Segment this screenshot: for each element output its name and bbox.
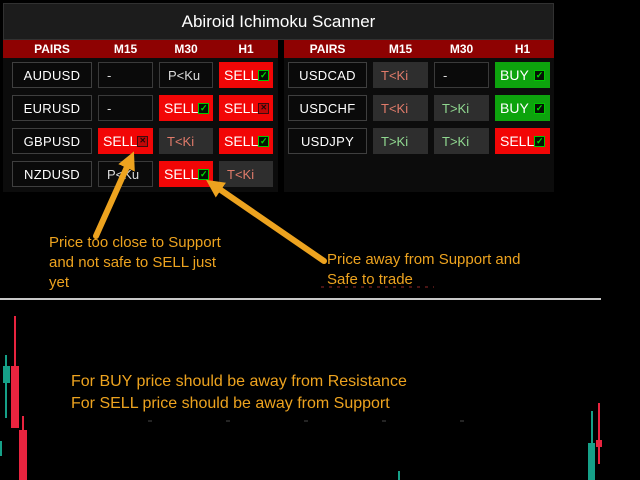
pair-cell-usdchf[interactable]: USDCHF [288, 95, 367, 121]
scanner-title: Abiroid Ichimoku Scanner [181, 11, 376, 31]
checked-icon: ✓ [534, 135, 546, 147]
scanner-title-bar: Abiroid Ichimoku Scanner [3, 3, 554, 40]
dotted-grid-line [321, 286, 434, 288]
candle-wick [598, 403, 600, 464]
pair-cell-nzdusd[interactable]: NZDUSD [12, 161, 92, 187]
annotation-line: For SELL price should be away from Suppo… [71, 395, 390, 412]
right-table-body: USDCAD T<Ki - BUY ✓ USDCHF T<Ki T>Ki BUY… [288, 62, 550, 154]
scanner-table-right: PAIRS M15 M30 H1 USDCAD T<Ki - BUY ✓ USD… [284, 40, 554, 192]
candle-wick [398, 471, 400, 480]
signal-cell-gbpusd-h1[interactable]: SELL ✓ [219, 128, 273, 154]
signal-label: SELL [224, 67, 259, 83]
crossed-icon: ✕ [258, 102, 270, 114]
signal-cell-nzdusd-m30[interactable]: SELL ✓ [159, 161, 213, 187]
signal-cell-eurusd-m15[interactable]: - [98, 95, 153, 121]
annotation-bottom-note: For BUY price should be away from Resist… [71, 371, 407, 415]
pair-cell-usdjpy[interactable]: USDJPY [288, 128, 367, 154]
signal-label: SELL [224, 133, 259, 149]
column-header-m15: M15 [388, 42, 413, 56]
candlestick-bullish [3, 366, 10, 383]
annotation-line: Safe to trade [327, 271, 413, 288]
checked-icon: ✓ [534, 69, 545, 81]
signal-label: BUY [500, 100, 529, 116]
signal-cell-usdchf-h1[interactable]: BUY ✓ [495, 95, 550, 121]
left-table-body: AUDUSD - P<Ku SELL ✓ EURUSD - SELL ✓ SEL… [12, 62, 273, 187]
right-table-header: PAIRS M15 M30 H1 [284, 40, 554, 58]
column-header-pairs: PAIRS [34, 42, 70, 56]
annotation-too-close: Price too close to Support and not safe … [49, 233, 221, 293]
chart-separator-line [0, 298, 601, 300]
signal-cell-usdchf-m15[interactable]: T<Ki [373, 95, 428, 121]
annotation-line: Price too close to Support [49, 234, 221, 251]
checked-icon: ✓ [258, 69, 270, 81]
signal-cell-audusd-h1[interactable]: SELL ✓ [219, 62, 273, 88]
checked-icon: ✓ [198, 168, 210, 180]
candlestick-bullish [0, 441, 2, 456]
signal-cell-usdcad-h1[interactable]: BUY ✓ [495, 62, 550, 88]
checked-icon: ✓ [534, 102, 545, 114]
annotation-line: and not safe to SELL just [49, 254, 217, 271]
column-header-m30: M30 [449, 42, 474, 56]
candlestick-bearish [596, 440, 602, 447]
signal-cell-usdjpy-m15[interactable]: T>Ki [373, 128, 428, 154]
signal-cell-gbpusd-m30[interactable]: T<Ki [159, 128, 213, 154]
candlestick-bullish [588, 443, 595, 480]
signal-cell-eurusd-h1[interactable]: SELL ✕ [219, 95, 273, 121]
candlestick-bearish [19, 430, 27, 480]
column-header-m30: M30 [174, 42, 198, 56]
signal-label: BUY [500, 67, 529, 83]
annotation-line: Price away from Support and [327, 251, 521, 268]
pair-cell-eurusd[interactable]: EURUSD [12, 95, 92, 121]
pair-cell-audusd[interactable]: AUDUSD [12, 62, 92, 88]
pair-cell-usdcad[interactable]: USDCAD [288, 62, 367, 88]
arrow-to-nzdusd-m30 [206, 179, 327, 264]
signal-cell-nzdusd-m15[interactable]: P<Ku [98, 161, 153, 187]
annotation-line: For BUY price should be away from Resist… [71, 373, 407, 390]
column-header-m15: M15 [113, 42, 138, 56]
annotation-line: yet [49, 274, 70, 291]
signal-cell-eurusd-m30[interactable]: SELL ✓ [159, 95, 213, 121]
pair-cell-gbpusd[interactable]: GBPUSD [12, 128, 92, 154]
signal-cell-usdcad-m15[interactable]: T<Ki [373, 62, 428, 88]
signal-cell-usdjpy-m30[interactable]: T>Ki [434, 128, 489, 154]
annotation-safe-to-trade: Price away from Support and Safe to trad… [327, 250, 520, 290]
column-header-h1: H1 [238, 42, 254, 56]
candle-wick [5, 355, 7, 418]
checked-icon: ✓ [258, 135, 270, 147]
signal-label: SELL [224, 100, 259, 116]
candle-wick [591, 411, 593, 443]
signal-label: SELL [103, 133, 138, 149]
checked-icon: ✓ [198, 102, 210, 114]
signal-cell-gbpusd-m15[interactable]: SELL ✕ [98, 128, 153, 154]
crossed-icon: ✕ [137, 135, 149, 147]
candlestick-bearish [11, 366, 19, 428]
candle-wick [22, 416, 24, 431]
signal-cell-nzdusd-h1[interactable]: T<Ki [219, 161, 273, 187]
signal-label: SELL [500, 133, 535, 149]
signal-cell-audusd-m30[interactable]: P<Ku [159, 62, 213, 88]
dotted-grid-line [148, 420, 478, 422]
signal-cell-audusd-m15[interactable]: - [98, 62, 153, 88]
column-header-pairs: PAIRS [309, 42, 346, 56]
signal-cell-usdjpy-h1[interactable]: SELL ✓ [495, 128, 550, 154]
signal-label: SELL [164, 166, 199, 182]
signal-label: SELL [164, 100, 199, 116]
signal-cell-usdchf-m30[interactable]: T>Ki [434, 95, 489, 121]
candle-wick [14, 316, 16, 367]
left-table-header: PAIRS M15 M30 H1 [3, 40, 278, 58]
scanner-table-left: PAIRS M15 M30 H1 AUDUSD - P<Ku SELL ✓ EU… [3, 40, 278, 192]
signal-cell-usdcad-m30[interactable]: - [434, 62, 489, 88]
column-header-h1: H1 [514, 42, 531, 56]
